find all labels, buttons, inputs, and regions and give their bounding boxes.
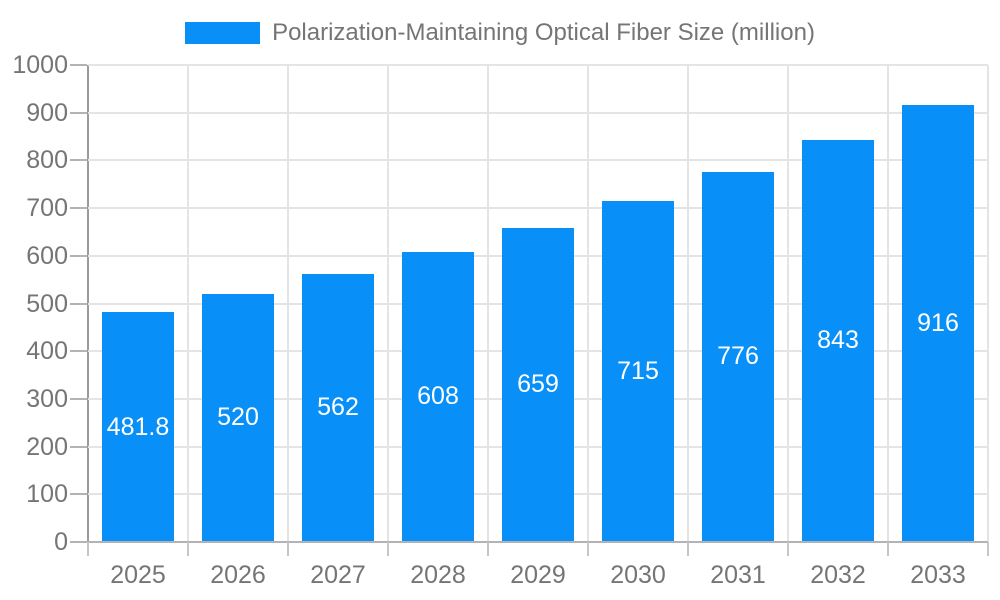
- v-gridline: [387, 65, 389, 542]
- v-gridline: [187, 65, 189, 542]
- x-axis-label: 2025: [110, 561, 166, 589]
- x-axis-label: 2027: [310, 561, 366, 589]
- x-tick: [587, 542, 589, 556]
- bar-value-label: 659: [517, 370, 559, 399]
- y-tick: [70, 445, 87, 448]
- v-gridline: [287, 65, 289, 542]
- x-tick: [87, 542, 89, 556]
- y-axis-label: 200: [26, 432, 68, 461]
- y-tick: [70, 302, 87, 305]
- bar-value-label: 843: [817, 326, 859, 355]
- x-tick: [287, 542, 289, 556]
- bar: 843: [802, 139, 874, 542]
- bar: 562: [302, 273, 374, 542]
- x-axis-label: 2033: [910, 561, 966, 589]
- bar-value-label: 776: [717, 342, 759, 371]
- x-tick: [187, 542, 189, 556]
- v-gridline: [887, 65, 889, 542]
- bar: 481.8: [102, 312, 174, 542]
- x-tick: [487, 542, 489, 556]
- x-tick: [987, 542, 989, 556]
- y-axis-label: 100: [26, 480, 68, 509]
- y-tick: [70, 350, 87, 353]
- v-gridline: [787, 65, 789, 542]
- y-axis-label: 600: [26, 241, 68, 270]
- bar-value-label: 520: [217, 403, 259, 432]
- bar-value-label: 608: [417, 382, 459, 411]
- y-axis-label: 400: [26, 337, 68, 366]
- v-gridline: [987, 65, 989, 542]
- y-axis-label: 1000: [12, 51, 68, 79]
- v-gridline: [487, 65, 489, 542]
- x-axis-label: 2026: [210, 561, 266, 589]
- bar: 608: [402, 251, 474, 542]
- h-gridline: [88, 111, 988, 114]
- bar-value-label: 481.8: [106, 412, 170, 441]
- y-tick: [70, 111, 87, 114]
- x-axis-label: 2029: [510, 561, 566, 589]
- x-axis-label: 2032: [810, 561, 866, 589]
- bar: 916: [902, 105, 974, 542]
- y-tick: [70, 493, 87, 496]
- x-axis-label: 2031: [710, 561, 766, 589]
- v-gridline: [587, 65, 589, 542]
- y-tick: [70, 159, 87, 162]
- y-tick: [70, 207, 87, 210]
- h-gridline: [88, 159, 988, 162]
- bar: 715: [602, 200, 674, 542]
- x-tick: [787, 542, 789, 556]
- x-tick: [387, 542, 389, 556]
- bar: 520: [202, 293, 274, 542]
- h-gridline: [88, 207, 988, 210]
- legend-label: Polarization-Maintaining Optical Fiber S…: [272, 19, 815, 46]
- y-axis-label: 0: [54, 528, 68, 556]
- y-tick: [70, 64, 87, 66]
- x-tick: [887, 542, 889, 556]
- v-gridline: [687, 65, 689, 542]
- chart-legend[interactable]: Polarization-Maintaining Optical Fiber S…: [0, 16, 1000, 50]
- h-gridline: [88, 64, 988, 66]
- x-axis-line: [87, 541, 988, 543]
- y-axis-label: 900: [26, 98, 68, 127]
- y-axis-label: 500: [26, 289, 68, 318]
- x-tick: [687, 542, 689, 556]
- x-axis-label: 2030: [610, 561, 666, 589]
- bar-value-label: 715: [617, 356, 659, 385]
- y-tick: [70, 254, 87, 257]
- bar: 659: [502, 227, 574, 542]
- plot-area: 481.8 520 562 608 659 715 776 843 916: [88, 64, 989, 542]
- y-axis-label: 300: [26, 384, 68, 413]
- x-axis-label: 2028: [410, 561, 466, 589]
- y-tick: [70, 397, 87, 400]
- bar: 776: [702, 171, 774, 542]
- y-axis-label: 800: [26, 146, 68, 175]
- y-tick: [70, 541, 87, 543]
- bar-value-label: 562: [317, 393, 359, 422]
- y-axis-label: 700: [26, 194, 68, 223]
- legend-swatch: [185, 22, 261, 44]
- bar-value-label: 916: [917, 309, 959, 338]
